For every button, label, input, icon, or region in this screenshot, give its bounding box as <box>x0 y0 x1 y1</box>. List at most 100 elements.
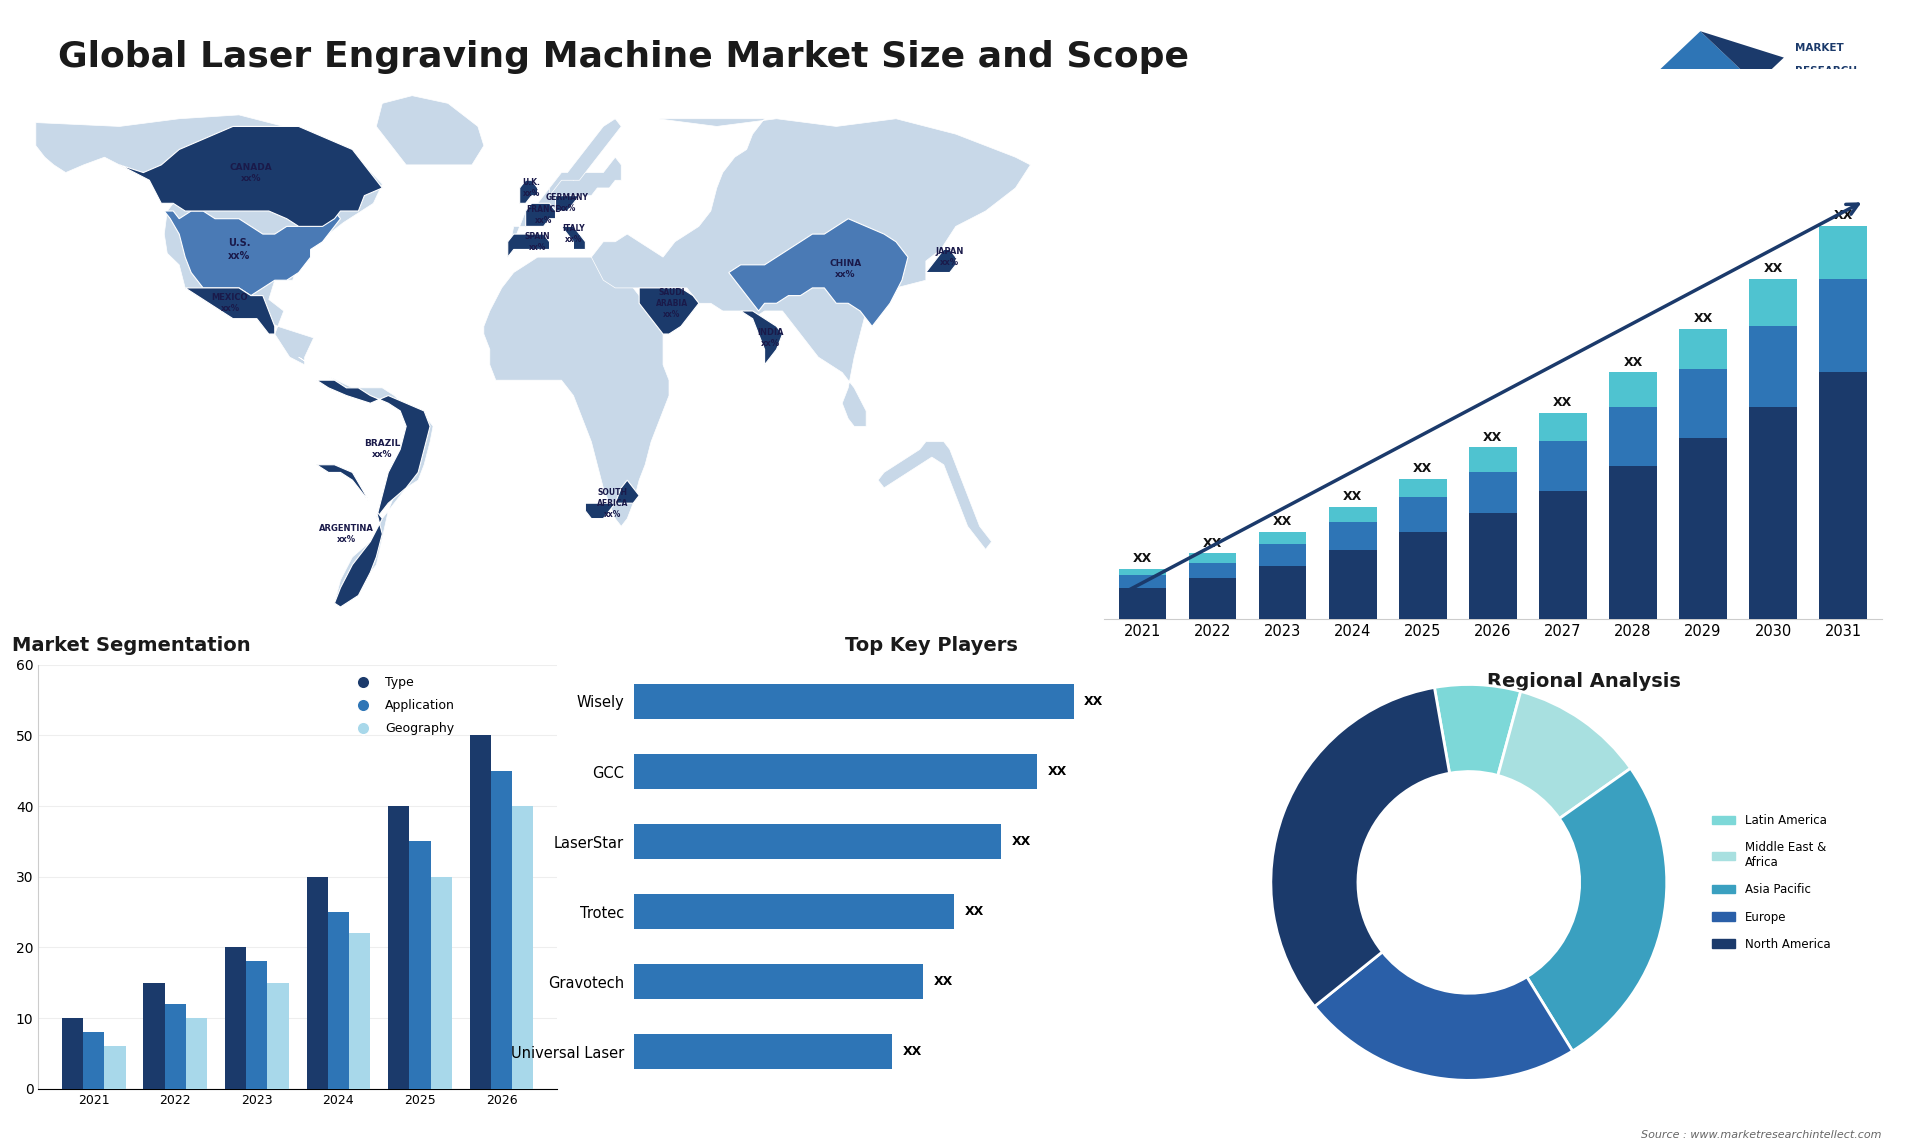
Text: ARGENTINA
xx%: ARGENTINA xx% <box>319 524 374 544</box>
Bar <box>1749 407 1797 619</box>
Text: FRANCE
xx%: FRANCE xx% <box>526 205 561 225</box>
Bar <box>328 912 349 1089</box>
Bar <box>634 824 1000 860</box>
Text: MEXICO
xx%: MEXICO xx% <box>211 293 248 313</box>
Text: CHINA
xx%: CHINA xx% <box>829 259 862 278</box>
Bar <box>246 961 267 1089</box>
Bar <box>1469 447 1517 472</box>
Bar <box>1749 278 1797 325</box>
Legend: Type, Application, Geography: Type, Application, Geography <box>346 670 461 740</box>
Bar <box>1329 550 1377 619</box>
Bar <box>1469 472 1517 512</box>
Wedge shape <box>1526 768 1667 1051</box>
Bar <box>1188 579 1236 619</box>
Text: JAPAN
xx%: JAPAN xx% <box>935 248 964 267</box>
Bar <box>492 770 513 1089</box>
Polygon shape <box>317 380 430 519</box>
Polygon shape <box>925 250 956 273</box>
Bar <box>1540 490 1586 619</box>
Polygon shape <box>549 119 622 196</box>
Bar <box>470 736 492 1089</box>
Text: XX: XX <box>933 975 952 988</box>
Bar <box>1119 575 1165 588</box>
Bar <box>1188 563 1236 579</box>
Text: XX: XX <box>1413 462 1432 474</box>
Polygon shape <box>520 180 538 203</box>
Text: Global Laser Engraving Machine Market Size and Scope: Global Laser Engraving Machine Market Si… <box>58 40 1188 74</box>
Bar <box>1820 226 1866 278</box>
Polygon shape <box>526 203 555 227</box>
Legend: Latin America, Middle East &
Africa, Asia Pacific, Europe, North America: Latin America, Middle East & Africa, Asi… <box>1707 809 1836 956</box>
Text: MARKET: MARKET <box>1795 44 1843 54</box>
Text: INTELLECT: INTELLECT <box>1795 88 1857 99</box>
Text: Source : www.marketresearchintellect.com: Source : www.marketresearchintellect.com <box>1642 1130 1882 1140</box>
Bar <box>1329 507 1377 523</box>
Bar <box>1260 566 1306 619</box>
Bar <box>634 754 1037 790</box>
Text: XX: XX <box>1553 397 1572 409</box>
Text: SPAIN
xx%: SPAIN xx% <box>524 231 551 252</box>
Bar <box>1820 278 1866 372</box>
Text: XX: XX <box>1763 262 1782 275</box>
Polygon shape <box>317 465 382 607</box>
Polygon shape <box>555 227 586 250</box>
Text: XX: XX <box>1344 489 1363 503</box>
Bar <box>388 806 409 1089</box>
Text: XX: XX <box>1273 515 1292 528</box>
Polygon shape <box>591 119 1031 426</box>
Polygon shape <box>119 126 382 227</box>
Bar <box>634 964 924 999</box>
Title: Top Key Players: Top Key Players <box>845 636 1018 654</box>
Polygon shape <box>36 115 382 364</box>
Text: ITALY
xx%: ITALY xx% <box>563 223 586 244</box>
Bar <box>165 1004 186 1089</box>
Polygon shape <box>507 157 622 257</box>
Polygon shape <box>741 311 783 364</box>
Polygon shape <box>507 234 549 257</box>
Bar <box>409 841 430 1089</box>
Bar <box>634 894 954 929</box>
Text: U.K.
xx%: U.K. xx% <box>522 178 541 198</box>
Polygon shape <box>376 95 484 165</box>
Wedge shape <box>1434 684 1521 776</box>
Text: XX: XX <box>902 1045 922 1059</box>
Wedge shape <box>1315 952 1572 1081</box>
Wedge shape <box>1271 688 1450 1006</box>
Polygon shape <box>1645 31 1757 84</box>
Text: XX: XX <box>1133 552 1152 565</box>
Bar <box>1680 329 1726 369</box>
Bar <box>1400 532 1446 619</box>
Bar <box>225 948 246 1089</box>
Bar <box>1329 523 1377 550</box>
Text: U.S.
xx%: U.S. xx% <box>228 238 250 260</box>
Bar <box>513 806 534 1089</box>
Bar <box>1119 568 1165 575</box>
Bar <box>1820 372 1866 619</box>
Polygon shape <box>877 441 991 549</box>
Bar <box>1609 407 1657 466</box>
Bar <box>83 1033 104 1089</box>
Text: Market Segmentation: Market Segmentation <box>12 636 252 654</box>
Text: SOUTH
AFRICA
xx%: SOUTH AFRICA xx% <box>597 487 628 519</box>
Text: INDIA
xx%: INDIA xx% <box>756 328 783 348</box>
Text: Regional Analysis: Regional Analysis <box>1488 673 1680 691</box>
Text: XX: XX <box>1834 210 1853 222</box>
Text: CANADA
xx%: CANADA xx% <box>230 163 273 182</box>
Polygon shape <box>1701 31 1784 84</box>
Polygon shape <box>484 257 668 526</box>
Polygon shape <box>300 358 434 607</box>
Bar <box>1680 369 1726 438</box>
Bar <box>267 982 288 1089</box>
Text: XX: XX <box>1048 766 1068 778</box>
Bar <box>430 877 451 1089</box>
Bar <box>1609 466 1657 619</box>
Text: XX: XX <box>966 905 985 918</box>
Bar <box>1188 554 1236 563</box>
Text: XX: XX <box>1204 536 1223 550</box>
Polygon shape <box>555 196 580 211</box>
Bar <box>1260 544 1306 566</box>
Bar <box>634 684 1073 719</box>
Bar <box>186 1018 207 1089</box>
Text: XX: XX <box>1085 694 1104 708</box>
Bar <box>1540 441 1586 490</box>
